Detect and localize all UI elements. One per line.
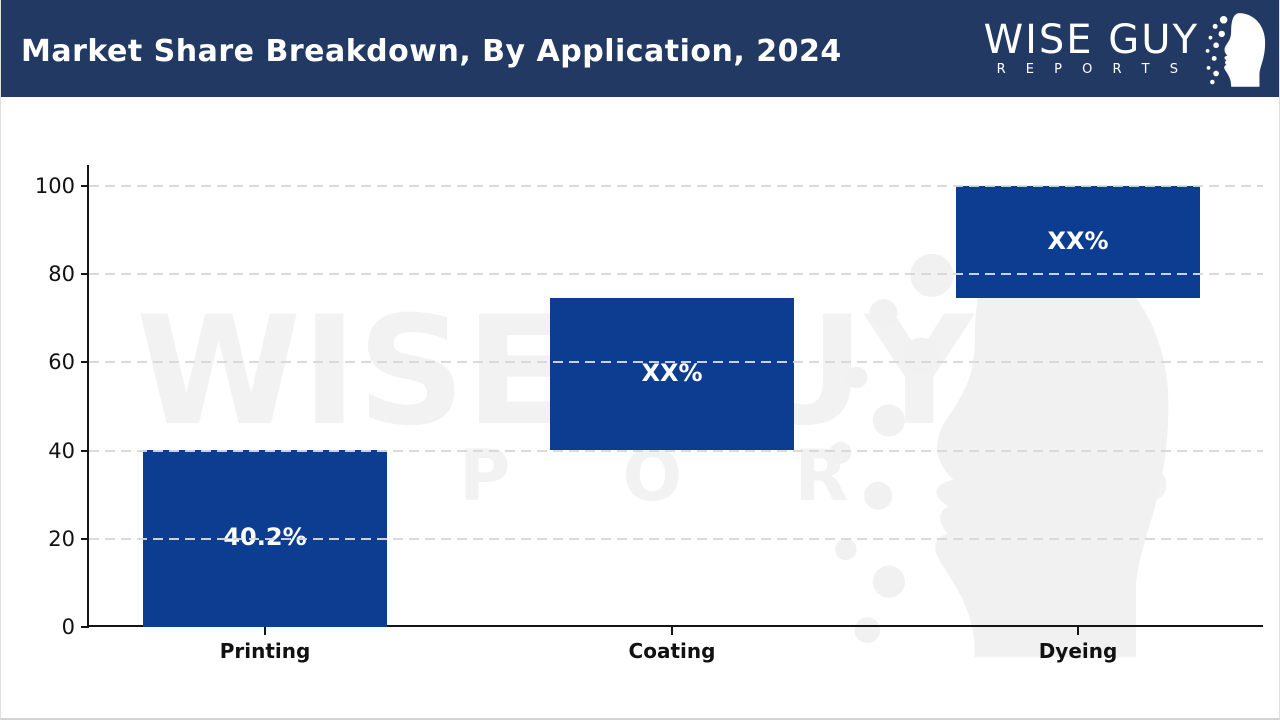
y-tick-mark xyxy=(81,626,89,628)
brand-face-icon xyxy=(1201,10,1267,92)
x-tick-mark xyxy=(671,627,673,635)
y-tick-mark xyxy=(81,449,89,452)
y-tick-label: 60 xyxy=(48,350,75,375)
bar-coating: XX% xyxy=(550,297,794,450)
brand-logo: WISE GUY R E P O R T S xyxy=(984,6,1267,92)
chart-area: WISE GUY P O R T S 40.2 xyxy=(1,97,1279,718)
y-tick-label: 40 xyxy=(48,438,75,463)
y-tick-mark xyxy=(81,361,89,364)
x-category-label-coating: Coating xyxy=(628,639,716,663)
x-category-label-printing: Printing xyxy=(219,639,311,663)
watermark-face-dots xyxy=(801,227,1181,661)
gridline-60 xyxy=(89,361,1263,364)
y-tick-mark xyxy=(81,273,89,276)
bar-dyeing: XX% xyxy=(956,186,1200,298)
y-tick-mark xyxy=(81,185,89,187)
brand-logo-text: WISE GUY R E P O R T S xyxy=(984,18,1199,78)
gridline-20 xyxy=(89,537,1263,540)
bar-value-label: XX% xyxy=(1047,226,1109,255)
brand-name: WISE GUY xyxy=(983,17,1199,63)
gridline-80 xyxy=(89,273,1263,276)
gridline-100 xyxy=(89,185,1263,187)
x-category-label-dyeing: Dyeing xyxy=(1038,639,1118,663)
y-tick-label: 80 xyxy=(48,262,75,287)
bar-value-label: 40.2% xyxy=(223,523,307,552)
brand-subtitle: R E P O R T S xyxy=(996,62,1186,77)
y-tick-label: 0 xyxy=(61,615,75,639)
x-tick-mark xyxy=(1077,627,1079,635)
x-tick-mark xyxy=(264,627,266,635)
gridline-40 xyxy=(89,449,1263,452)
page-title: Market Share Breakdown, By Application, … xyxy=(21,34,842,69)
header-bar: Market Share Breakdown, By Application, … xyxy=(1,0,1279,97)
y-tick-label: 20 xyxy=(48,526,75,551)
y-tick-label: 100 xyxy=(34,174,75,198)
y-axis xyxy=(87,165,89,627)
y-tick-mark xyxy=(81,537,89,540)
x-axis xyxy=(87,625,1263,627)
